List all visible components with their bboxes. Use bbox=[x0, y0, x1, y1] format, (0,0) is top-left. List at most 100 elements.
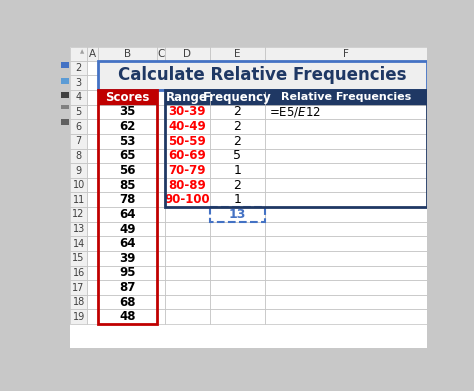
Bar bbox=[164, 265, 210, 280]
Bar bbox=[70, 75, 87, 90]
Bar bbox=[87, 149, 98, 163]
Bar bbox=[98, 163, 157, 178]
Bar bbox=[210, 75, 265, 90]
Bar bbox=[98, 149, 157, 163]
Text: 13: 13 bbox=[229, 208, 246, 221]
Text: 70-79: 70-79 bbox=[168, 164, 206, 177]
Bar bbox=[265, 236, 427, 251]
Bar bbox=[210, 119, 265, 134]
Bar bbox=[164, 251, 210, 265]
Bar bbox=[70, 119, 87, 134]
Bar bbox=[265, 310, 427, 324]
Text: 18: 18 bbox=[73, 297, 85, 307]
Bar bbox=[87, 222, 98, 236]
Bar bbox=[265, 90, 427, 105]
Bar bbox=[265, 295, 427, 310]
Bar bbox=[157, 163, 164, 178]
Text: 2: 2 bbox=[234, 120, 241, 133]
Bar bbox=[210, 207, 265, 222]
Text: 60-69: 60-69 bbox=[168, 149, 206, 162]
Bar bbox=[98, 192, 157, 207]
Bar bbox=[157, 236, 164, 251]
Bar bbox=[210, 134, 265, 149]
Text: 8: 8 bbox=[75, 151, 82, 161]
Bar bbox=[157, 75, 164, 90]
Text: Relative Frequencies: Relative Frequencies bbox=[281, 92, 411, 102]
Bar bbox=[210, 149, 265, 163]
Text: 6: 6 bbox=[75, 122, 82, 132]
Bar bbox=[70, 61, 87, 75]
Bar bbox=[70, 295, 87, 310]
Bar bbox=[265, 222, 427, 236]
Bar bbox=[70, 265, 87, 280]
Text: Calculate Relative Frequencies: Calculate Relative Frequencies bbox=[118, 66, 407, 84]
Text: 39: 39 bbox=[119, 252, 136, 265]
Text: 1: 1 bbox=[234, 193, 241, 206]
Bar bbox=[164, 90, 210, 105]
Bar bbox=[70, 178, 87, 192]
Bar bbox=[265, 265, 427, 280]
Bar bbox=[70, 222, 87, 236]
Text: 10: 10 bbox=[73, 180, 85, 190]
Bar bbox=[210, 295, 265, 310]
Bar bbox=[157, 192, 164, 207]
Text: 2: 2 bbox=[234, 179, 241, 192]
Bar bbox=[98, 61, 427, 90]
Text: =E5/$E$12: =E5/$E$12 bbox=[269, 105, 321, 119]
Text: 2: 2 bbox=[234, 135, 241, 148]
Bar bbox=[87, 192, 98, 207]
Bar bbox=[70, 105, 87, 119]
Bar bbox=[265, 207, 427, 222]
Bar bbox=[164, 310, 210, 324]
Text: 65: 65 bbox=[119, 149, 136, 162]
Text: Scores: Scores bbox=[105, 91, 150, 104]
Text: 64: 64 bbox=[119, 208, 136, 221]
Bar bbox=[98, 222, 157, 236]
Text: 64: 64 bbox=[119, 237, 136, 250]
Bar bbox=[210, 222, 265, 236]
Text: 56: 56 bbox=[119, 164, 136, 177]
Text: 53: 53 bbox=[119, 135, 136, 148]
Bar bbox=[210, 47, 265, 61]
Bar bbox=[210, 236, 265, 251]
Text: 48: 48 bbox=[119, 310, 136, 323]
Text: 1: 1 bbox=[234, 164, 241, 177]
Bar bbox=[265, 75, 427, 90]
Bar bbox=[61, 91, 69, 98]
Text: 9: 9 bbox=[75, 165, 82, 176]
Bar bbox=[98, 295, 157, 310]
Bar bbox=[157, 134, 164, 149]
Text: E: E bbox=[234, 49, 241, 59]
Bar bbox=[157, 207, 164, 222]
Bar bbox=[98, 61, 157, 75]
Text: 62: 62 bbox=[119, 120, 136, 133]
Bar bbox=[157, 222, 164, 236]
Bar bbox=[164, 47, 210, 61]
Text: 35: 35 bbox=[119, 106, 136, 118]
Bar bbox=[265, 134, 427, 149]
Bar bbox=[164, 178, 210, 192]
Bar bbox=[61, 106, 69, 109]
Bar bbox=[157, 61, 164, 75]
Bar bbox=[265, 280, 427, 295]
Bar bbox=[210, 90, 265, 105]
Text: 50-59: 50-59 bbox=[168, 135, 206, 148]
Bar bbox=[164, 90, 427, 207]
Bar bbox=[98, 47, 157, 61]
Bar bbox=[70, 47, 87, 61]
Bar bbox=[98, 207, 157, 222]
Bar bbox=[164, 75, 210, 90]
Text: 95: 95 bbox=[119, 266, 136, 280]
Text: 78: 78 bbox=[119, 193, 136, 206]
Bar bbox=[87, 295, 98, 310]
Text: A: A bbox=[89, 49, 96, 59]
Bar bbox=[164, 61, 210, 75]
Bar bbox=[265, 47, 427, 61]
Bar bbox=[164, 236, 210, 251]
Bar bbox=[164, 149, 210, 163]
Text: 90-100: 90-100 bbox=[164, 193, 210, 206]
Bar bbox=[210, 90, 265, 105]
Bar bbox=[157, 251, 164, 265]
Text: 40-49: 40-49 bbox=[168, 120, 206, 133]
Text: 11: 11 bbox=[73, 195, 85, 205]
